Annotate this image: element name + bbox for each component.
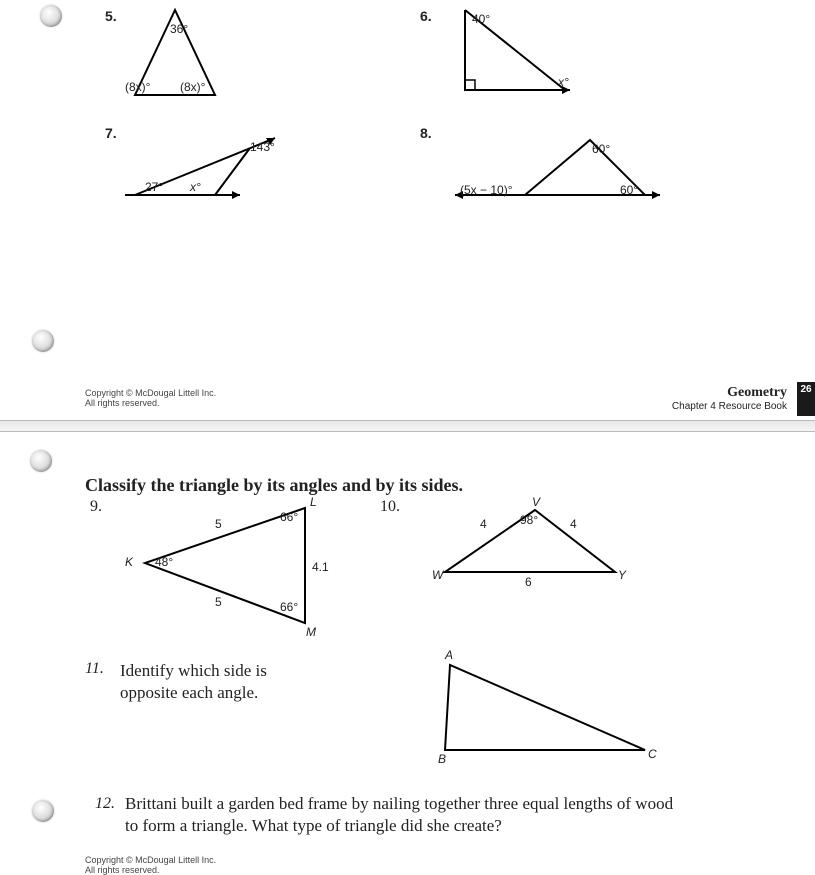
side-label: 5	[215, 595, 222, 609]
angle-label: 60°	[592, 142, 610, 156]
punch-hole	[30, 450, 52, 472]
vertex-label: M	[306, 625, 316, 639]
angle-label: 66°	[280, 510, 298, 524]
section-heading: Classify the triangle by its angles and …	[85, 475, 463, 496]
side-label: 6	[525, 575, 532, 589]
punch-hole	[32, 330, 54, 352]
side-label: 4.1	[312, 560, 329, 574]
vertex-label: C	[648, 747, 657, 761]
punch-hole	[40, 5, 62, 27]
book-subtitle: Chapter 4 Resource Book	[672, 401, 787, 412]
vertex-label: W	[432, 568, 443, 582]
copyright-text: Copyright © McDougal Littell Inc. All ri…	[85, 388, 216, 408]
vertex-label: V	[532, 495, 540, 509]
vertex-label: L	[310, 495, 317, 509]
copyright-text: Copyright © McDougal Littell Inc. All ri…	[85, 855, 216, 875]
problem-number: 9.	[90, 498, 102, 516]
punch-hole	[32, 800, 54, 822]
vertex-label: K	[125, 555, 133, 569]
problem-number: 12.	[95, 795, 115, 813]
q11-line1: Identify which side is	[120, 661, 267, 680]
angle-label: 98°	[520, 513, 538, 527]
vertex-label: B	[438, 752, 446, 766]
book-footer: Geometry Chapter 4 Resource Book	[672, 385, 787, 412]
angle-label: x°	[558, 75, 569, 89]
angle-label: 48°	[155, 555, 173, 569]
triangle-p8	[450, 130, 670, 210]
page-divider	[0, 420, 815, 432]
problem-text: Brittani built a garden bed frame by nai…	[125, 793, 685, 837]
angle-label: 60°	[620, 183, 638, 197]
problem-number: 10.	[380, 498, 400, 516]
worksheet-page: 5. 36° (8x)° (8x)° 6. 40° x° 7. 143° 27°…	[0, 0, 815, 875]
angle-label: (5x − 10)°	[460, 183, 513, 197]
angle-label: 40°	[472, 12, 490, 26]
angle-label: 66°	[280, 600, 298, 614]
problem-number: 6.	[420, 8, 432, 24]
angle-label: x°	[190, 180, 201, 194]
angle-label: (8x)°	[180, 80, 205, 94]
angle-label: (8x)°	[125, 80, 150, 94]
problem-text: Identify which side is opposite each ang…	[120, 660, 267, 704]
angle-label: 36°	[170, 22, 188, 36]
vertex-label: Y	[618, 568, 626, 582]
book-title: Geometry	[672, 385, 787, 401]
side-label: 5	[215, 517, 222, 531]
problem-number: 5.	[105, 8, 117, 24]
vertex-label: A	[445, 648, 453, 662]
angle-label: 143°	[250, 140, 275, 154]
angle-label: 27°	[145, 180, 163, 194]
side-label: 4	[570, 517, 577, 531]
problem-number: 11.	[85, 660, 104, 678]
page-tab: 26	[797, 382, 815, 416]
triangle-p6	[450, 5, 590, 105]
q11-line2: opposite each angle.	[120, 683, 258, 702]
problem-number: 8.	[420, 125, 432, 141]
side-label: 4	[480, 517, 487, 531]
triangle-q11	[400, 655, 660, 765]
